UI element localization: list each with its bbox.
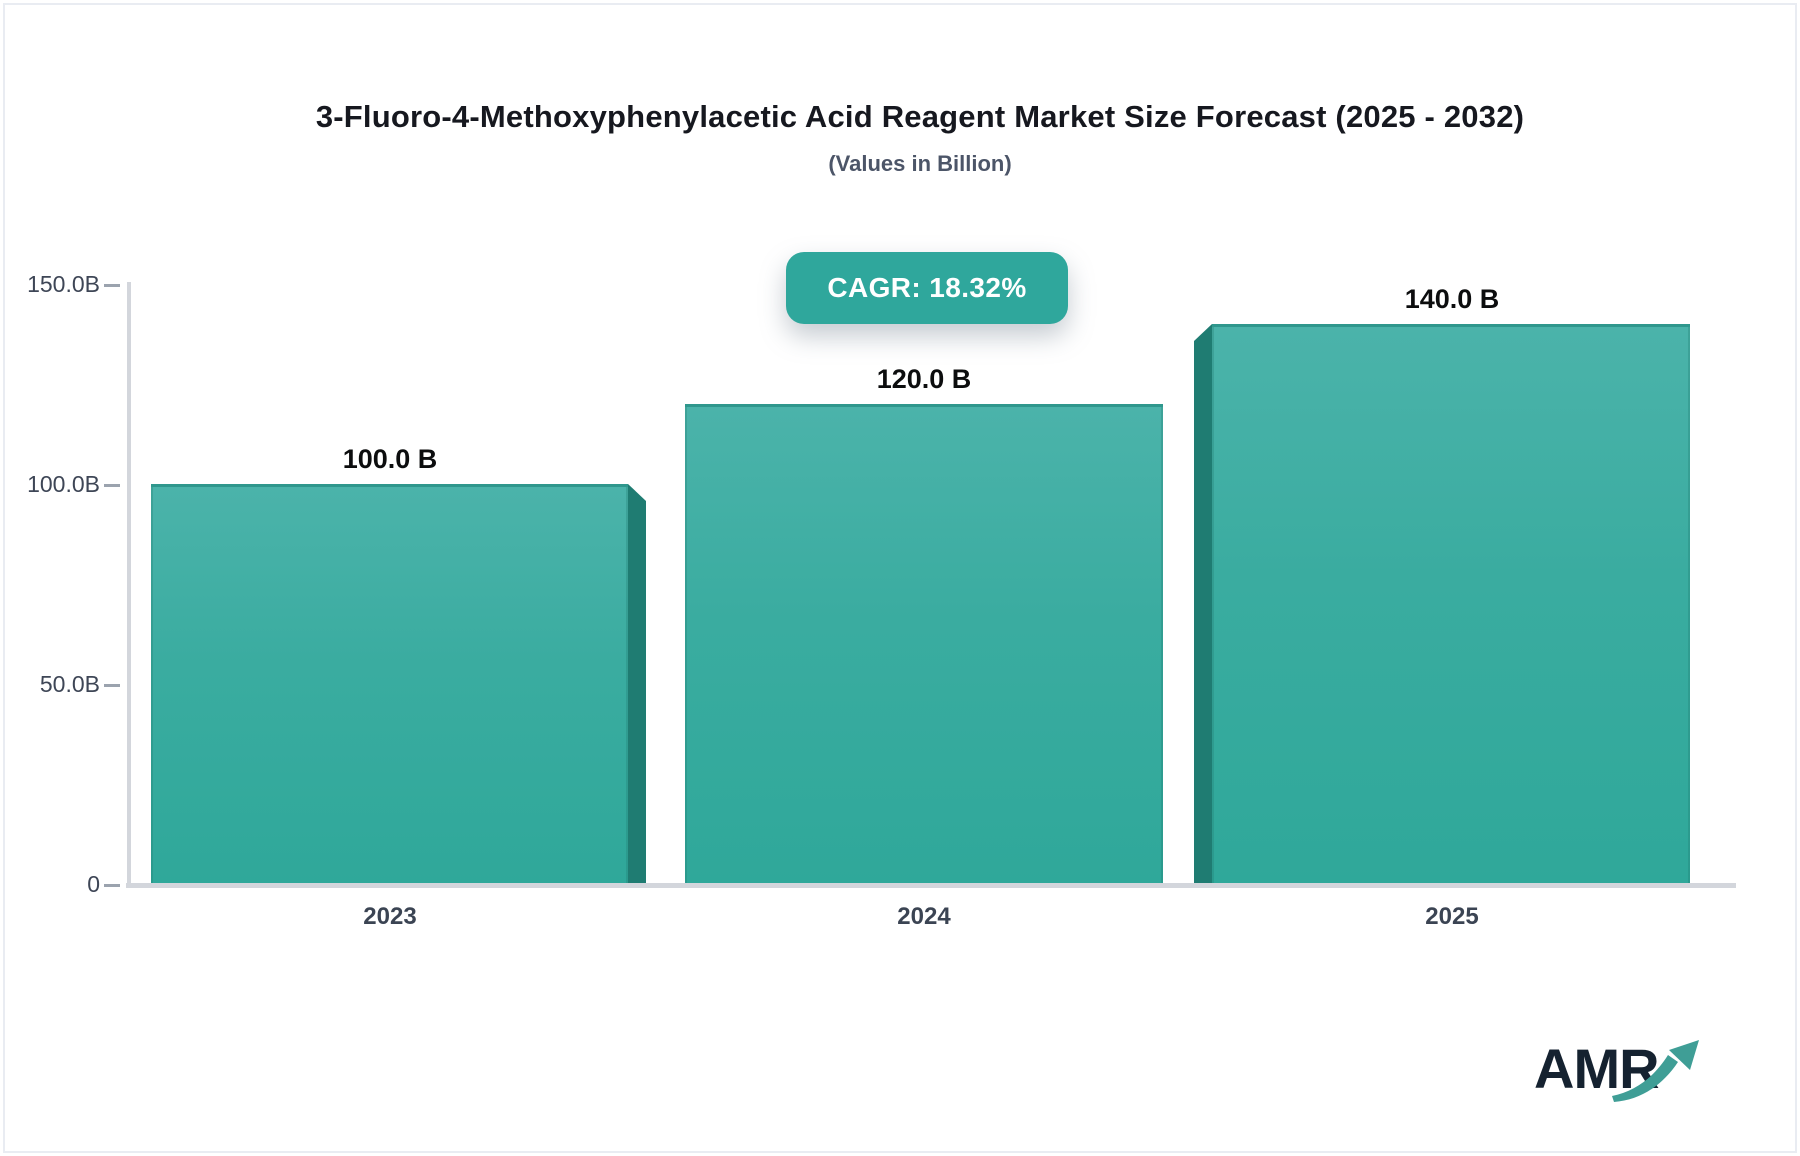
cagr-badge: CAGR: 18.32% bbox=[786, 252, 1068, 324]
x-label-2023: 2023 bbox=[363, 903, 417, 930]
y-tick-label-100: 100.0B bbox=[27, 471, 100, 497]
x-label-2024: 2024 bbox=[897, 903, 951, 930]
bar-value-2023: 100.0 B bbox=[342, 444, 438, 474]
chart-subtitle: (Values in Billion) bbox=[828, 151, 1012, 176]
bar-value-2025: 140.0 B bbox=[1404, 284, 1500, 314]
y-tick-50 bbox=[104, 684, 120, 687]
x-axis-line bbox=[126, 883, 1736, 888]
bar-value-2024: 120.0 B bbox=[876, 364, 972, 394]
chart-title: 3-Fluoro-4-Methoxyphenylacetic Acid Reag… bbox=[315, 99, 1525, 134]
y-tick-150 bbox=[104, 284, 120, 287]
y-tick-0 bbox=[104, 884, 120, 887]
x-label-2025: 2025 bbox=[1425, 903, 1479, 930]
y-tick-label-150: 150.0B bbox=[27, 271, 100, 297]
cagr-badge-label: CAGR: 18.32% bbox=[827, 272, 1027, 303]
y-tick-100 bbox=[104, 484, 120, 487]
y-axis-line bbox=[127, 282, 131, 886]
y-tick-label-50: 50.0B bbox=[39, 671, 100, 697]
y-tick-label-0: 0 bbox=[87, 871, 100, 897]
bar-2023-3d-side bbox=[628, 484, 646, 884]
bar-2025 bbox=[1212, 324, 1690, 884]
amr-logo-arrow-swoosh bbox=[1612, 1055, 1678, 1102]
bar-2024 bbox=[685, 404, 1163, 884]
bar-2023 bbox=[151, 484, 628, 884]
amr-logo-arrow-head bbox=[1669, 1040, 1699, 1070]
bar-2025-3d-side bbox=[1194, 324, 1212, 884]
amr-logo: AMR bbox=[1522, 1026, 1712, 1116]
